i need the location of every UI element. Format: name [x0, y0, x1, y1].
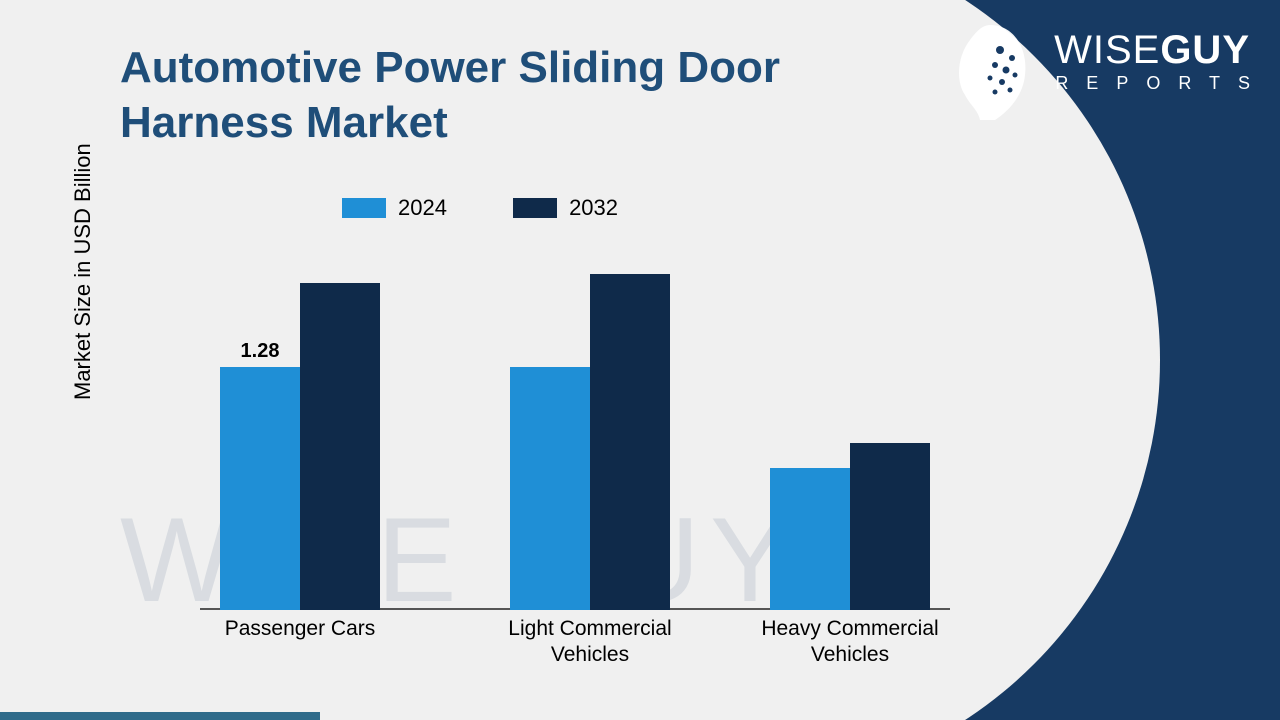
chart-plot-area: Passenger CarsLight Commercial VehiclesH… [110, 230, 950, 630]
bottom-accent-bar [0, 712, 320, 720]
legend-item-2032: 2032 [513, 195, 618, 221]
bar-value-label: 1.28 [220, 340, 300, 363]
legend-swatch-2024 [342, 198, 386, 218]
chart-legend: 2024 2032 [0, 195, 960, 224]
chart-canvas: WISE GUY R E P O R T S WISEGUY REPORTS A… [0, 0, 1280, 720]
category-label: Heavy Commercial Vehicles [750, 616, 950, 669]
bar [300, 283, 380, 610]
bar [590, 274, 670, 610]
legend-label-2024: 2024 [398, 195, 447, 221]
bar [220, 367, 300, 610]
legend-item-2024: 2024 [342, 195, 447, 221]
logo-line1: WISEGUY [1054, 30, 1250, 70]
bar [510, 367, 590, 610]
category-label: Passenger Cars [200, 616, 400, 642]
bar [770, 468, 850, 611]
logo-head-icon [940, 20, 1030, 130]
brand-logo: WISEGUY REPORTS [1054, 30, 1250, 92]
legend-label-2032: 2032 [569, 195, 618, 221]
logo-line2: REPORTS [1054, 74, 1268, 92]
y-axis-label: Market Size in USD Billion [70, 143, 96, 400]
chart-title: Automotive Power Sliding Door Harness Ma… [120, 40, 880, 150]
logo-word-guy: GUY [1160, 28, 1250, 72]
legend-swatch-2032 [513, 198, 557, 218]
category-label: Light Commercial Vehicles [490, 616, 690, 669]
logo-word-wise: WISE [1054, 28, 1160, 72]
bar [850, 443, 930, 610]
